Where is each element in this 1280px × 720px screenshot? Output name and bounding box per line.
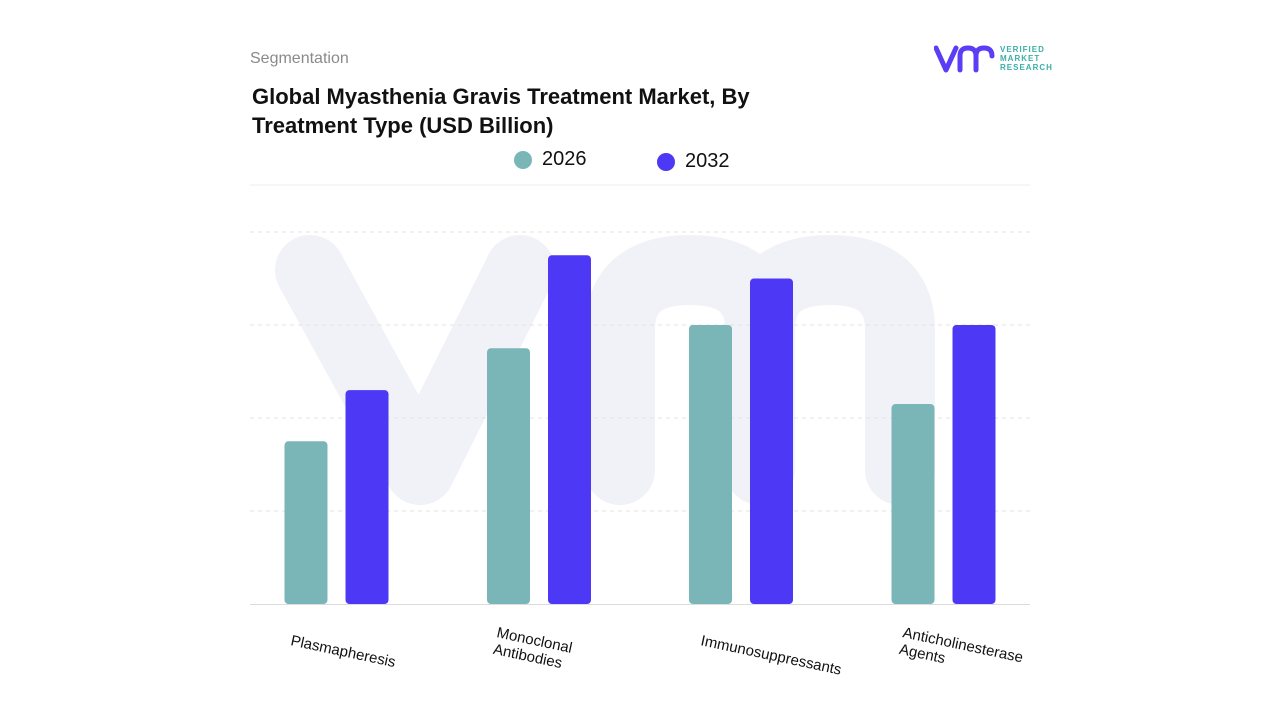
bar-2032-immunosuppressants bbox=[750, 278, 793, 604]
category-label-plasmapheresis: Plasmapheresis bbox=[289, 632, 397, 671]
category-label-line: Plasmapheresis bbox=[289, 632, 397, 671]
logo-word-verified: VERIFIED bbox=[1000, 45, 1045, 54]
chart-title-line-1: Global Myasthenia Gravis Treatment Marke… bbox=[252, 84, 750, 109]
logo-word-research: RESEARCH bbox=[1000, 63, 1053, 72]
bar-2026-anticholinesterase-agents bbox=[891, 404, 935, 604]
category-label-immunosuppressants: Immunosuppressants bbox=[699, 632, 843, 678]
bar-2026-immunosuppressants bbox=[689, 325, 732, 604]
watermark-v-shape bbox=[275, 235, 555, 505]
logo-word-market: MARKET bbox=[1000, 54, 1041, 63]
category-label-line: Immunosuppressants bbox=[699, 632, 843, 678]
category-label-anticholinesterase-agents: AnticholinesteraseAgents bbox=[898, 624, 1025, 683]
verified-market-research-logo: VERIFIED MARKET RESEARCH bbox=[934, 42, 1064, 78]
legend-swatch-2026 bbox=[514, 150, 532, 169]
vmr-watermark bbox=[275, 235, 935, 505]
bar-2032-monoclonal-antibodies bbox=[548, 255, 591, 604]
legend-label-2032: 2032 bbox=[685, 150, 730, 172]
chart-legend: 2026 2032 bbox=[0, 148, 1280, 178]
legend-item-2032: 2032 bbox=[657, 150, 730, 173]
legend-swatch-2032 bbox=[657, 152, 675, 171]
category-label-monoclonal-antibodies: MonoclonalAntibodies bbox=[492, 624, 574, 673]
chart-title: Global Myasthenia Gravis Treatment Marke… bbox=[252, 82, 852, 140]
logo-wordmark: VERIFIED MARKET RESEARCH bbox=[1000, 45, 1053, 72]
vmr-logo-icon bbox=[934, 45, 995, 73]
bar-2026-monoclonal-antibodies bbox=[487, 348, 530, 604]
chart-title-line-2: Treatment Type (USD Billion) bbox=[252, 113, 554, 138]
bar-2026-plasmapheresis bbox=[284, 441, 328, 604]
legend-item-2026: 2026 bbox=[514, 148, 587, 171]
legend-label-2026: 2026 bbox=[542, 148, 587, 170]
bar-2032-anticholinesterase-agents bbox=[952, 325, 996, 604]
segmentation-label: Segmentation bbox=[250, 50, 349, 67]
bar-2032-plasmapheresis bbox=[345, 390, 389, 604]
